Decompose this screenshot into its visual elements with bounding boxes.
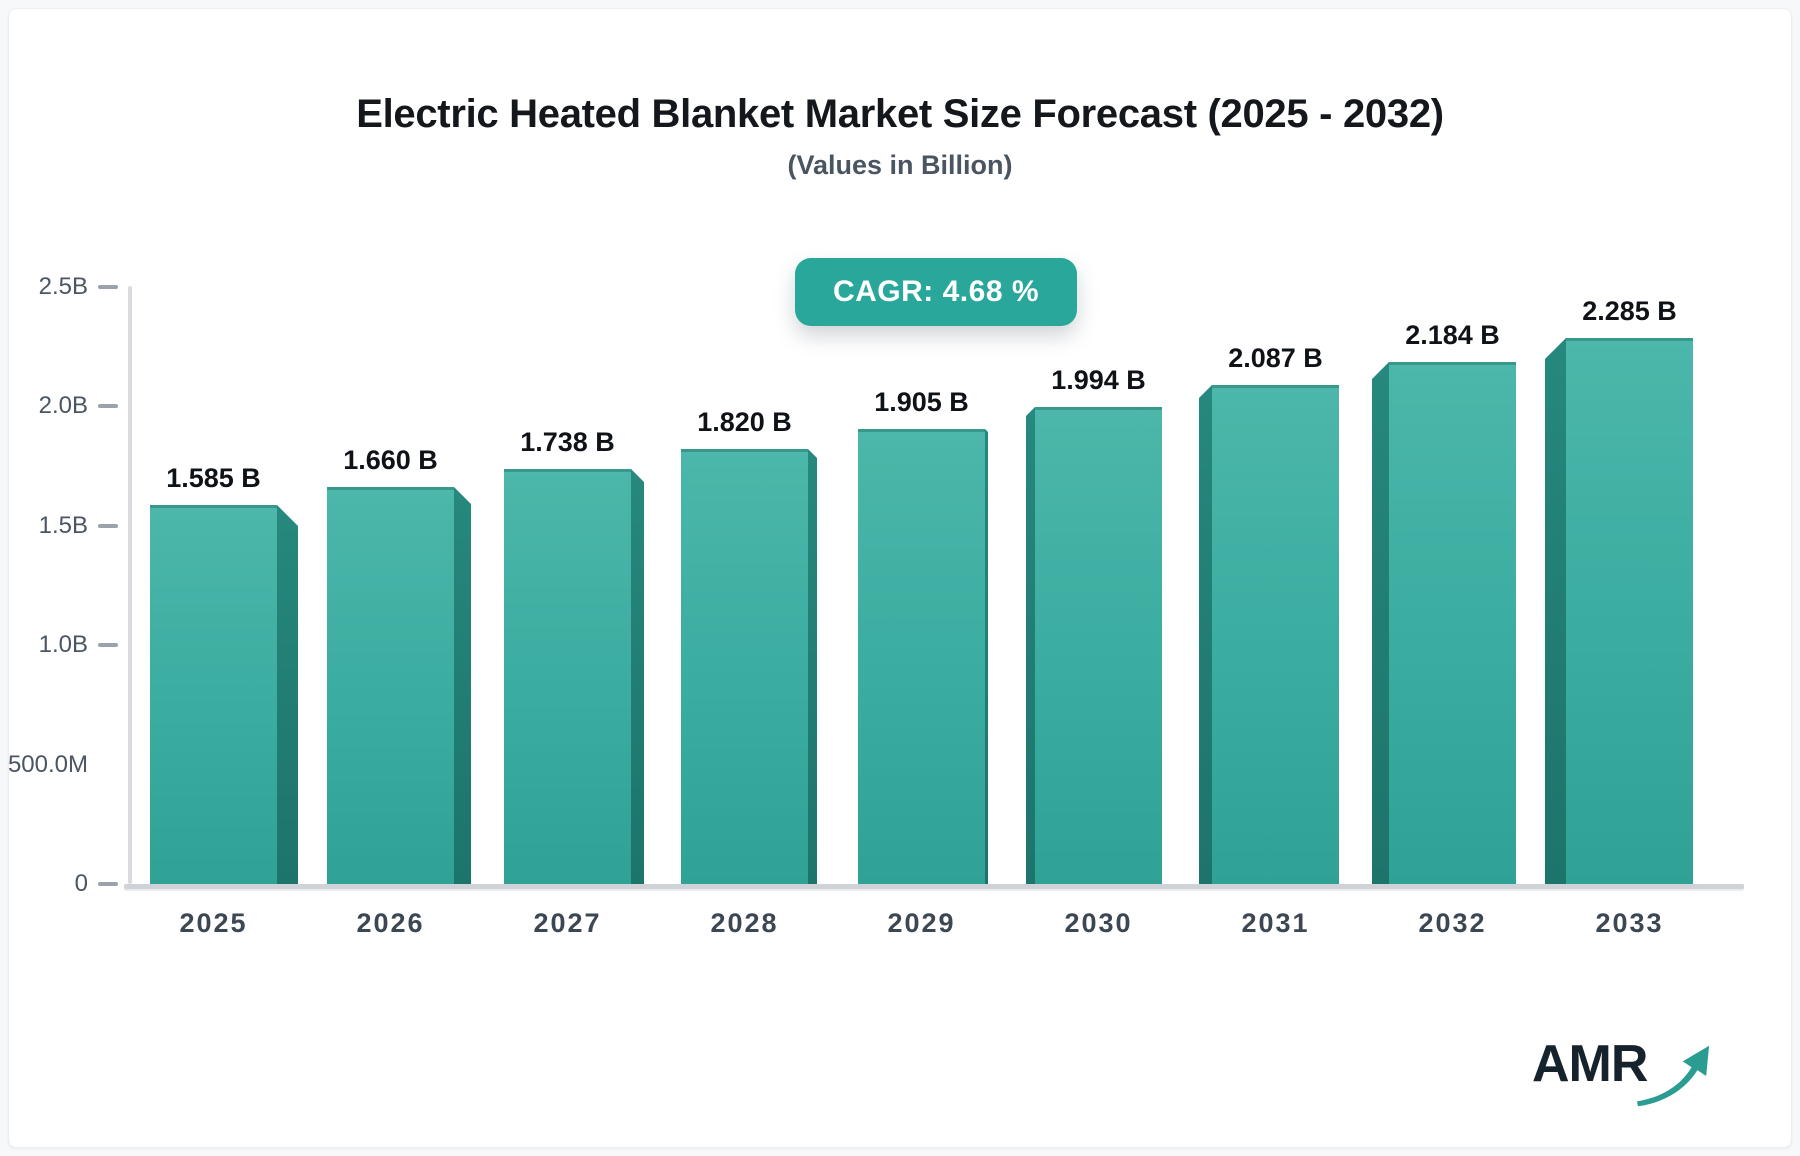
- bar: [1035, 407, 1162, 884]
- bar-side-face: [454, 487, 471, 884]
- x-axis-label: 2027: [533, 908, 602, 938]
- y-axis-tick: [98, 404, 118, 408]
- bar: [504, 469, 631, 884]
- bar-side-face: [1372, 362, 1389, 884]
- bar-value-label: 1.585 B: [166, 463, 261, 493]
- bar-side-face: [631, 469, 644, 884]
- bar: [150, 505, 277, 884]
- x-axis-label: 2028: [710, 908, 779, 938]
- chart-subtitle: (Values in Billion): [787, 150, 1013, 180]
- x-axis-label: 2026: [356, 908, 425, 938]
- y-axis-label: 0: [74, 870, 88, 897]
- x-axis-label: 2030: [1064, 908, 1133, 938]
- bar-side-face: [985, 429, 988, 884]
- y-axis-line: [128, 286, 132, 884]
- bar: [1212, 385, 1339, 884]
- y-axis-tick: [98, 284, 118, 289]
- y-axis-label: 500.0M: [7, 750, 88, 778]
- y-axis-tick: [98, 643, 118, 647]
- bar-value-label: 1.905 B: [874, 387, 969, 417]
- bar: [327, 487, 454, 884]
- bar: [1389, 362, 1516, 884]
- x-axis-label: 2025: [179, 908, 248, 938]
- y-axis-label: 1.5B: [38, 511, 88, 539]
- y-axis-tick: [98, 882, 118, 886]
- bar-value-label: 1.994 B: [1051, 365, 1146, 395]
- bar-side-face: [277, 505, 298, 884]
- y-axis-tick: [98, 523, 118, 528]
- y-axis-label: 2.0B: [38, 392, 88, 419]
- bar-value-label: 2.087 B: [1228, 343, 1323, 373]
- bar-value-label: 2.184 B: [1405, 320, 1500, 350]
- bar-value-label: 1.738 B: [520, 427, 615, 457]
- bar: [1566, 338, 1693, 884]
- x-axis-label: 2032: [1418, 908, 1487, 938]
- trend-up-arrow-icon: [1635, 1042, 1713, 1113]
- bar-side-face: [1026, 407, 1035, 884]
- chart-title: Electric Heated Blanket Market Size Fore…: [356, 92, 1444, 136]
- amr-logo-text: AMR: [1532, 1035, 1648, 1093]
- x-axis-label: 2033: [1595, 908, 1664, 938]
- bar-side-face: [808, 449, 817, 884]
- bar-side-face: [1545, 338, 1566, 884]
- bar-value-label: 1.660 B: [343, 445, 438, 475]
- amr-logo: AMR: [1532, 1035, 1713, 1113]
- y-axis-label: 2.5B: [38, 272, 88, 300]
- bar-value-label: 1.820 B: [697, 407, 792, 437]
- bar-side-face: [1199, 385, 1212, 884]
- y-axis-label: 1.0B: [38, 631, 88, 658]
- bar: [858, 429, 985, 884]
- x-axis-label: 2029: [887, 908, 956, 938]
- bar: [681, 449, 808, 884]
- bar-value-label: 2.285 B: [1582, 296, 1677, 326]
- x-axis-label: 2031: [1241, 908, 1310, 938]
- x-axis-line: [124, 884, 1744, 889]
